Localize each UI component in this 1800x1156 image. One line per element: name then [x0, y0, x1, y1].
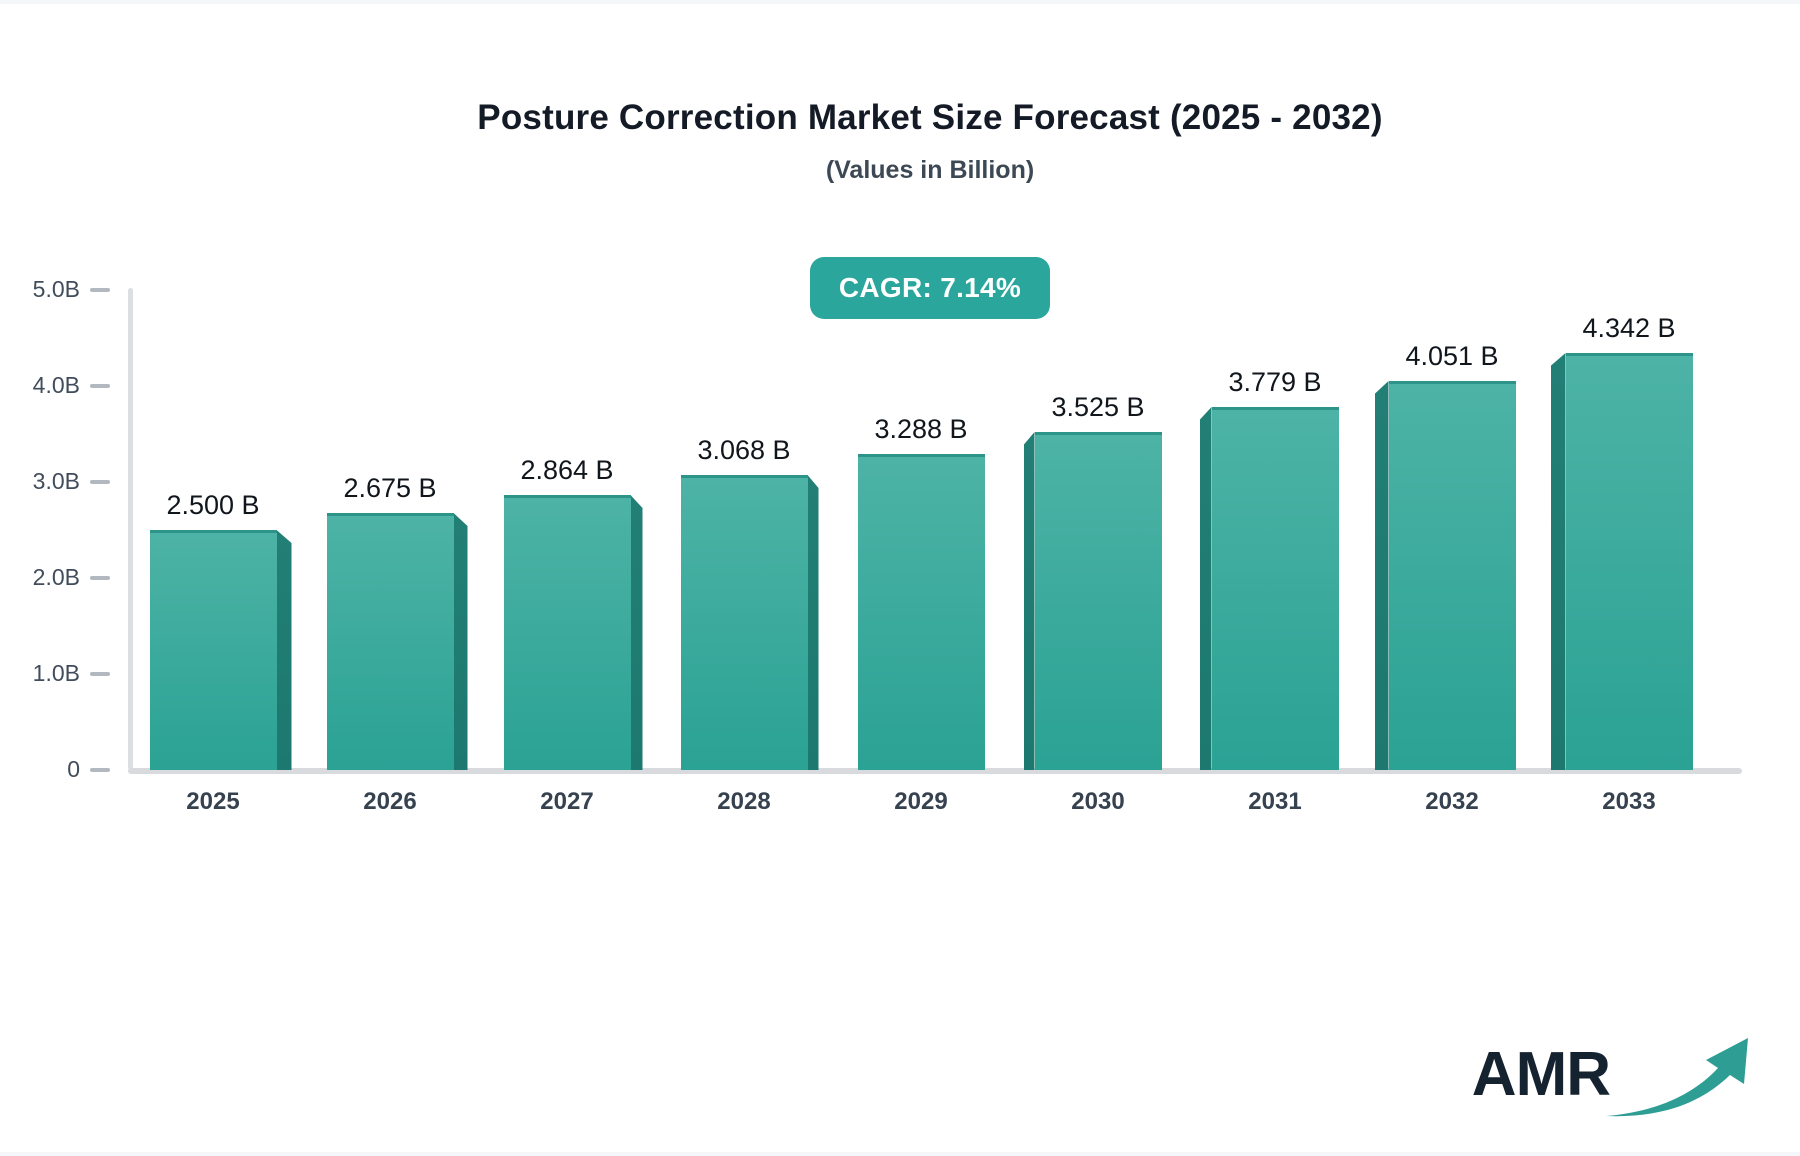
- y-tick-label-1.0B: 1.0B: [32, 660, 80, 686]
- x-tick-label-2026: 2026: [363, 788, 417, 815]
- y-tick-label-5.0B: 5.0B: [32, 276, 80, 302]
- y-tick-dash: [90, 480, 110, 484]
- bar-side-2032: [1374, 381, 1389, 770]
- y-tick-dash: [90, 576, 110, 580]
- bar-side-2025: [276, 530, 292, 770]
- chart-header: Posture Correction Market Size Forecast …: [60, 0, 1800, 185]
- x-tick-label-2025: 2025: [186, 788, 240, 815]
- y-tick-dash: [90, 288, 110, 292]
- bar-side-2031: [1199, 407, 1212, 770]
- y-tick-dash: [90, 384, 110, 388]
- bar-value-label-2026: 2.675 B: [343, 473, 437, 503]
- cagr-badge: CAGR: 7.14%: [809, 257, 1051, 319]
- bar-value-label-2025: 2.500 B: [166, 490, 260, 520]
- y-tick-dash: [90, 768, 110, 772]
- bar-value-label-2030: 3.525 B: [1051, 392, 1145, 422]
- y-tick-label-3.0B: 3.0B: [32, 468, 80, 494]
- bar-value-label-2029: 3.288 B: [874, 414, 968, 444]
- cagr-badge-row: CAGR: 7.14%: [60, 257, 1800, 319]
- bar-side-2026: [453, 513, 468, 770]
- bar-front-2027: [503, 495, 631, 770]
- x-tick-label-2027: 2027: [540, 788, 594, 815]
- x-tick-label-2031: 2031: [1248, 788, 1302, 815]
- bar-side-2030: [1023, 432, 1035, 770]
- bar-front-2028: [680, 475, 808, 770]
- x-tick-label-2029: 2029: [894, 788, 948, 815]
- bar-value-label-2031: 3.779 B: [1228, 367, 1322, 397]
- amr-logo: AMR: [1472, 1028, 1752, 1122]
- y-axis-line: [128, 288, 133, 770]
- amr-logo-text: AMR: [1471, 1040, 1611, 1109]
- bar-side-2028: [807, 475, 819, 770]
- x-tick-label-2032: 2032: [1425, 788, 1479, 815]
- bar-front-2025: [149, 530, 277, 770]
- x-axis-line: [128, 768, 1742, 774]
- x-tick-label-2033: 2033: [1602, 788, 1656, 815]
- x-tick-label-2030: 2030: [1071, 788, 1125, 815]
- bar-front-2026: [326, 513, 454, 770]
- x-tick-label-2028: 2028: [717, 788, 771, 815]
- bar-value-label-2033: 4.342 B: [1582, 313, 1676, 343]
- y-tick-dash: [90, 672, 110, 676]
- bar-value-label-2032: 4.051 B: [1405, 341, 1499, 371]
- chart-title: Posture Correction Market Size Forecast …: [477, 98, 1383, 137]
- y-tick-label-4.0B: 4.0B: [32, 372, 80, 398]
- bar-front-2029: [857, 454, 985, 770]
- bar-front-2030: [1034, 432, 1162, 770]
- chart-subtitle: (Values in Billion): [825, 156, 1035, 184]
- bar-front-2031: [1211, 407, 1339, 770]
- bar-front-2032: [1388, 381, 1516, 770]
- growth-arrow-icon: [1606, 1038, 1748, 1117]
- y-tick-label-0: 0: [67, 756, 80, 782]
- bar-side-2033: [1550, 353, 1566, 770]
- bar-value-label-2028: 3.068 B: [697, 435, 791, 465]
- top-edge-divider: [0, 0, 1800, 4]
- bar-side-2027: [630, 495, 643, 770]
- bottom-edge-divider: [0, 1152, 1800, 1156]
- bar-value-label-2027: 2.864 B: [520, 455, 614, 485]
- bar-front-2033: [1565, 353, 1693, 770]
- y-tick-label-2.0B: 2.0B: [32, 564, 80, 590]
